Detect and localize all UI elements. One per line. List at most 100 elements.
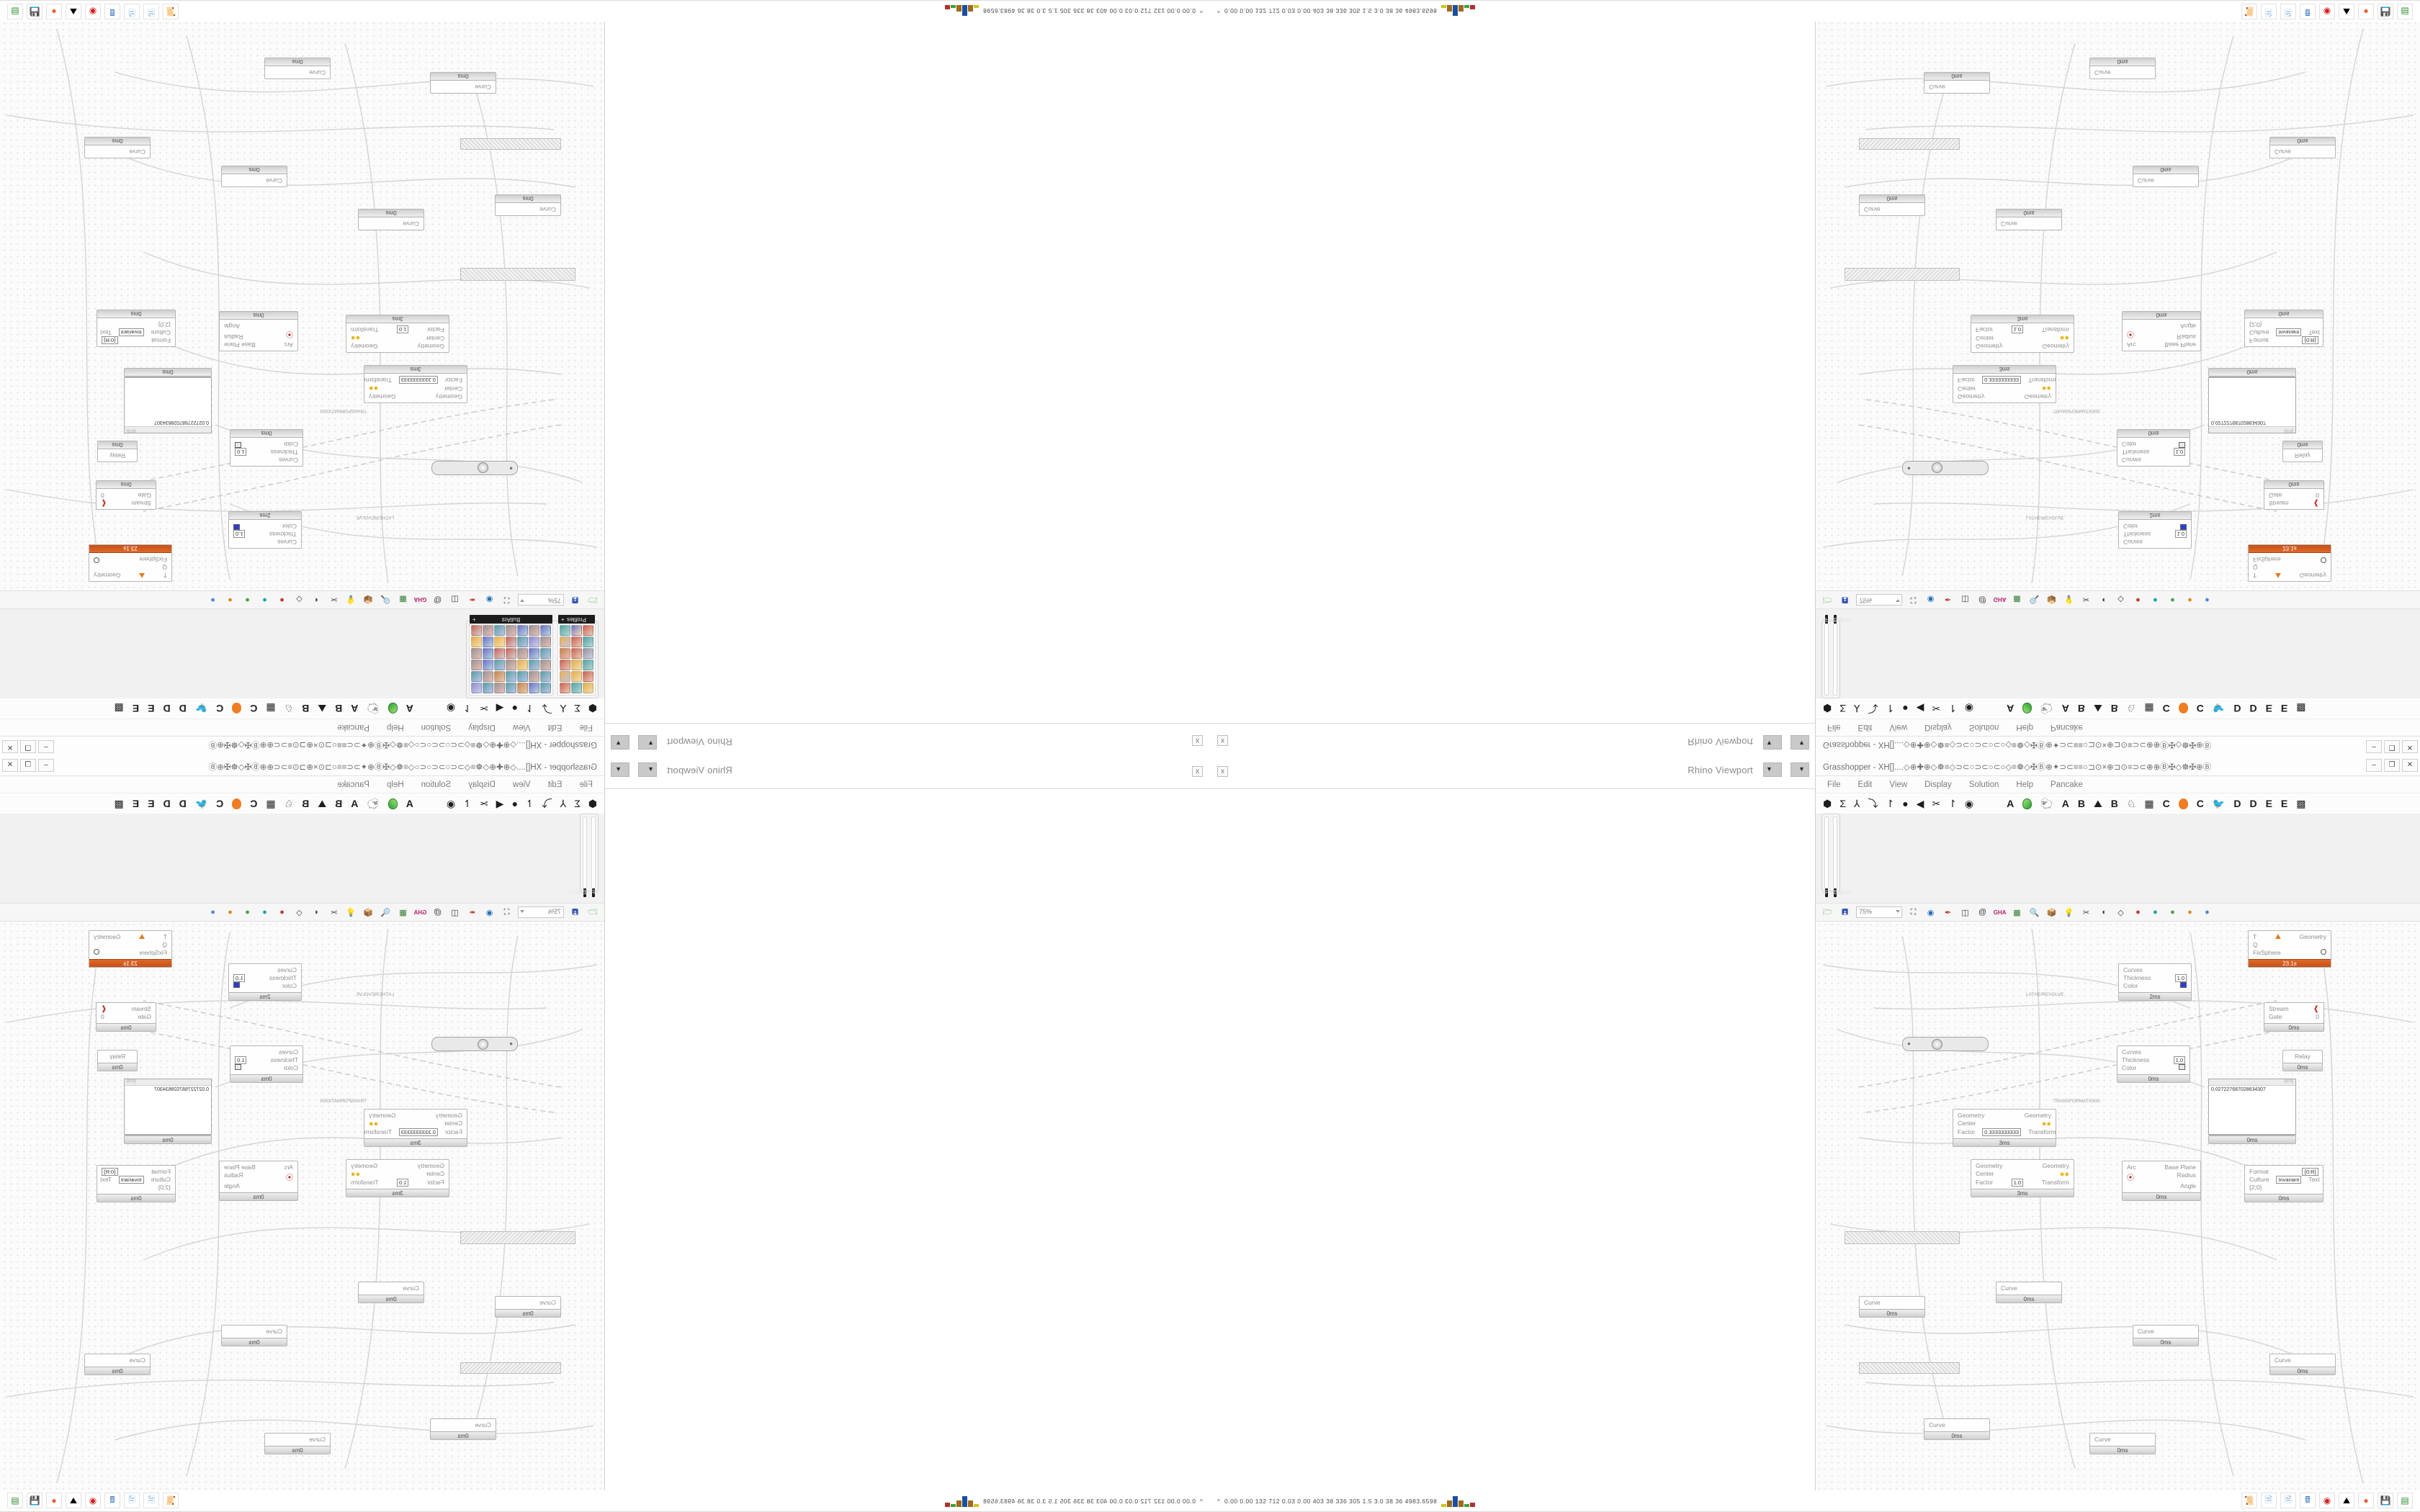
palette-label-profiles[interactable]: Profiles + <box>575 888 599 897</box>
maximize-button[interactable]: ❐ <box>20 740 36 753</box>
orange-blob-icon[interactable]: ● <box>2187 908 2192 917</box>
param-geometry-out[interactable]: Geometry <box>2024 1112 2051 1119</box>
param-factor[interactable]: Factor <box>1958 377 1976 384</box>
shield-icon[interactable]: ♘ <box>2126 703 2136 714</box>
widget-icon[interactable]: ◫ <box>451 595 459 604</box>
eye-icon[interactable]: ◉ <box>1964 703 1974 714</box>
hatched-bar-widget-2[interactable] <box>1859 1362 1960 1374</box>
value-culture[interactable]: Invariant <box>118 1176 144 1184</box>
param-culture[interactable]: Culture <box>151 1176 171 1183</box>
palette-expand-profiles[interactable]: + <box>595 889 599 896</box>
param-generic[interactable]: Curve <box>2275 148 2291 156</box>
param-generic[interactable]: Curve <box>1929 1421 1945 1428</box>
component-arc[interactable]: Arc Base Plane ⦿ Radius Angle 0ms <box>2122 1161 2201 1201</box>
tab-letter-B2[interactable]: B <box>302 798 310 809</box>
value-thickness[interactable]: 1.0 <box>2174 530 2187 538</box>
chevron-down-icon[interactable] <box>1896 599 1900 602</box>
component-generic-c[interactable]: Curve 0ms <box>2133 1325 2199 1346</box>
frame-icon[interactable] <box>529 625 539 636</box>
floppy-icon[interactable]: 💾 <box>27 1493 42 1508</box>
ibeam-I-icon[interactable] <box>583 660 593 670</box>
panel-text[interactable]: 0.027227687028634307 <box>2211 420 2266 425</box>
open-file-icon[interactable]: 🗁 <box>1822 595 1833 605</box>
param-geometry-out[interactable]: Geometry <box>351 343 378 350</box>
param-center[interactable]: Center <box>426 335 444 342</box>
ghosted-icon[interactable]: ◇ <box>296 908 302 917</box>
minimize-button[interactable]: – <box>38 740 54 753</box>
component-generic-a[interactable]: Curve 0ms <box>495 194 561 216</box>
open-file-icon[interactable]: 🗁 <box>587 907 598 917</box>
tab-letter-D2[interactable]: D <box>2249 703 2257 714</box>
tab-letter-E[interactable]: E <box>148 798 155 809</box>
component-scale-2[interactable]: Geometry Geometry Center ●● Factor 1.0 T… <box>1971 315 2074 353</box>
ring2-icon[interactable] <box>540 660 551 670</box>
widget-icon[interactable]: ◫ <box>451 908 459 917</box>
bw-photo-icon[interactable]: ⛰ <box>66 4 81 19</box>
grasshopper-canvas[interactable]: Curves Thickness 1.0 Color 2ms Curves Th… <box>0 22 604 590</box>
mesh-icon[interactable]: ▩ <box>114 798 124 809</box>
tab-letter-B[interactable]: B <box>335 703 343 714</box>
chevron-down-icon[interactable] <box>638 762 657 777</box>
param-geometry-out[interactable]: Geometry <box>351 1162 378 1169</box>
docs-blue-icon[interactable]: 🗎 <box>2261 1493 2277 1508</box>
triangle-icon[interactable]: ◀ <box>496 798 504 809</box>
bake-icon[interactable]: ▦ <box>2013 595 2021 604</box>
param-transform-out[interactable]: Transform <box>2028 377 2056 384</box>
fit-view-icon[interactable]: ⛶ <box>503 595 510 605</box>
hexagon-icon[interactable]: ⬢ <box>1823 798 1832 809</box>
teal-blob-icon[interactable]: ● <box>2153 595 2158 604</box>
menu-item-edit[interactable]: Edit <box>1857 780 1873 789</box>
tab-letter-B[interactable]: B <box>2077 703 2085 714</box>
ibeam-angle2-icon[interactable] <box>571 636 582 647</box>
hexagon-icon[interactable]: ⬢ <box>1823 703 1832 714</box>
line-icon[interactable]: ⤵ <box>542 798 552 809</box>
at-icon[interactable]: @ <box>433 908 442 917</box>
param-geometry-out[interactable]: Geometry <box>2299 572 2326 579</box>
boolean-toggle[interactable] <box>2321 557 2326 563</box>
open-file-icon[interactable]: 🗁 <box>587 595 598 605</box>
fit-view-icon[interactable]: ⛶ <box>503 907 510 917</box>
grip-icon[interactable] <box>517 636 528 647</box>
param-transform-out[interactable]: Transform <box>2041 326 2069 333</box>
eye-icon[interactable]: ◉ <box>446 798 456 809</box>
search-icon[interactable]: 🔍 <box>2029 908 2040 917</box>
render-icon[interactable]: ● <box>279 595 284 604</box>
preview-eye-icon[interactable]: ◉ <box>485 595 493 604</box>
component-scale-2[interactable]: Geometry Geometry Center ●● Factor 1.0 T… <box>346 1159 449 1197</box>
value-format[interactable]: {0:R} <box>102 336 118 344</box>
blob-orange-icon[interactable] <box>2178 798 2188 809</box>
param-center[interactable]: Center <box>444 385 462 392</box>
component-fixsphere[interactable]: T ⛰ Geometry Q FixSphere 23.1s <box>2248 544 2331 582</box>
vee2-icon[interactable] <box>494 660 505 670</box>
param-geometry-out[interactable]: Geometry <box>2024 393 2051 400</box>
grasshopper-titlebar[interactable]: Grasshopper - XH[]....◇⊕✚⊕◇☸≡◇⊃⊂○⊃⊂○⊂○◇≡… <box>0 736 604 756</box>
docs-blue2-icon[interactable]: 🗎 <box>2280 4 2296 19</box>
ball-icon[interactable] <box>540 648 551 659</box>
component-generic-e[interactable]: Curve 0ms <box>1924 72 1990 94</box>
line-icon[interactable]: ⤵ <box>542 703 552 714</box>
chevron-down-icon-2[interactable] <box>1791 762 1809 777</box>
tab-letter-A2[interactable]: A <box>2061 798 2069 809</box>
param-generic[interactable]: Curve <box>2001 220 2017 228</box>
param-format[interactable]: Format <box>151 1168 171 1175</box>
param-gate[interactable]: Gate <box>138 1013 151 1020</box>
menu-item-file[interactable]: File <box>1827 723 1841 732</box>
menu-item-display[interactable]: Display <box>1924 780 1952 789</box>
param-thickness[interactable]: Thickness <box>2123 531 2151 538</box>
component-scale-1[interactable]: Geometry Geometry Center ●● Factor 0.333… <box>364 365 467 403</box>
value-factor[interactable]: 1.0 <box>2011 325 2024 333</box>
param-arc-in[interactable]: Arc <box>2127 1164 2136 1171</box>
blue-blob-icon[interactable]: ● <box>2205 908 2210 917</box>
wye-icon[interactable]: ⅄ <box>560 703 567 714</box>
param-generic[interactable]: Curve <box>475 1421 491 1428</box>
param-transform-out[interactable]: Transform <box>2041 1179 2069 1186</box>
cone2-icon[interactable] <box>560 636 570 647</box>
slider-knob[interactable] <box>1932 1039 1943 1050</box>
blob-orange-icon[interactable] <box>232 703 242 714</box>
gradient2-icon[interactable] <box>471 625 482 636</box>
color-swatch-blue[interactable] <box>233 982 240 988</box>
param-stream[interactable]: Stream <box>2269 1005 2289 1012</box>
gradient-icon[interactable] <box>471 636 482 647</box>
component-generic-d[interactable]: Curve 0ms <box>2269 137 2336 158</box>
shield-icon[interactable]: ♘ <box>284 703 294 714</box>
